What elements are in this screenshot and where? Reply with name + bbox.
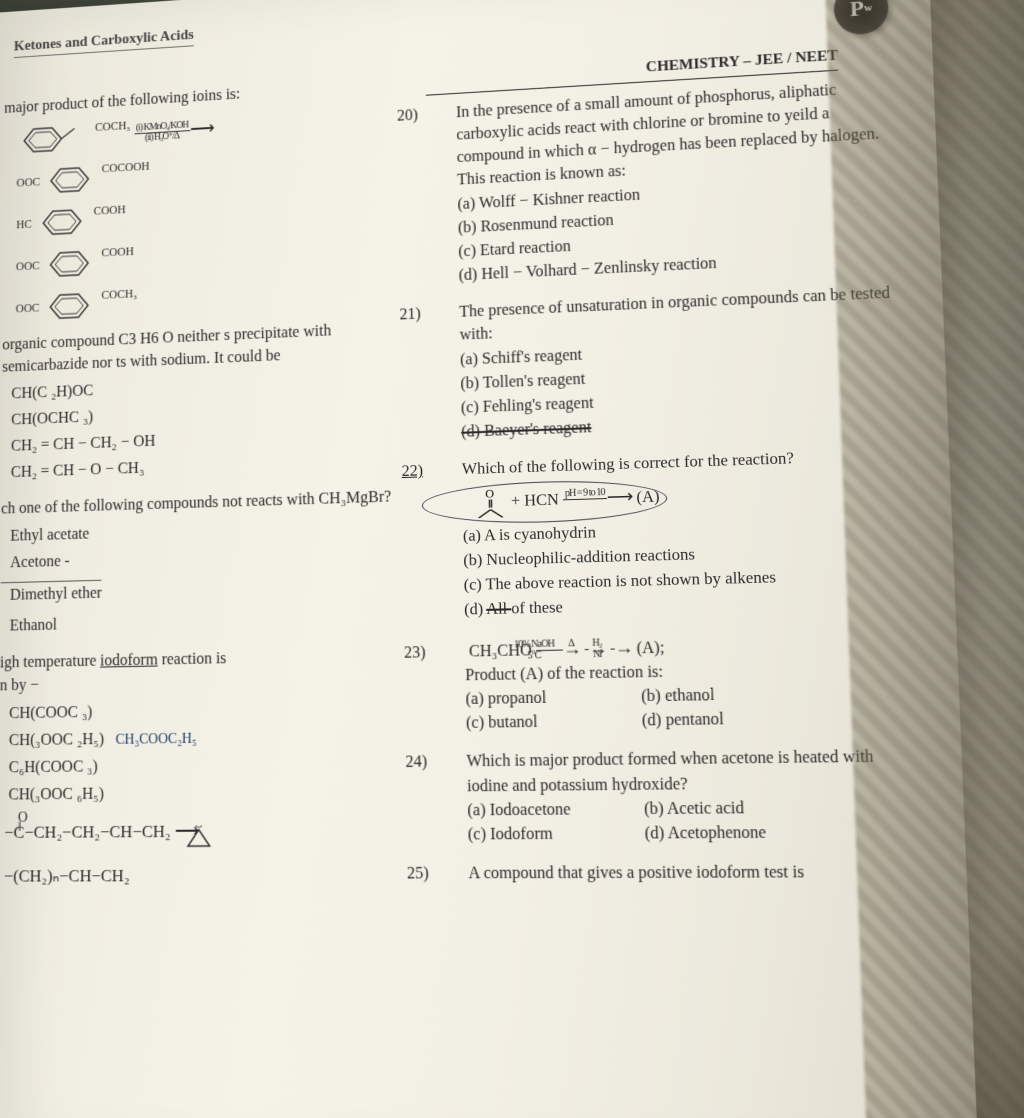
option: (b) Acetic acid: [644, 795, 804, 821]
question-20: 20)In the presence of a small amount of …: [426, 75, 898, 288]
question-25: 25)A compound that gives a positive iodo…: [437, 860, 922, 886]
option: Ethanol: [0, 606, 404, 638]
arrow-icon: (i) KMnO₄/KOH(ii) H₃O⁺/Δ⟶: [134, 118, 214, 142]
handwritten-annotation: CH₃COOC₂H₅: [116, 731, 197, 747]
svg-text:O: O: [195, 826, 203, 831]
benzene-icon: [35, 204, 89, 241]
content-columns: major product of the following ioins is:…: [0, 42, 923, 901]
option: CH(COOC ₃): [0, 695, 405, 725]
q-grignard: ch one of the following compounds not re…: [0, 485, 404, 638]
question-24: 24)Which is major product formed when ac…: [436, 745, 921, 848]
option: (d) Acetophenone: [644, 820, 805, 846]
option: (b) ethanol: [641, 682, 801, 709]
option: (a) Iodoacetone: [467, 797, 623, 823]
reaction-scheme: O + HCN pH = 9 to 10 ⟶ (A): [432, 474, 908, 520]
option: (c) butanol: [466, 709, 621, 735]
left-column: major product of the following ioins is:…: [0, 73, 407, 901]
structure-fragment: O ‖ −C−CH₂−CH₂−CH−CH₂ ⟶ O −(CH₂)ₙ−CH−CH₂: [0, 818, 407, 889]
q-iodoform-left: igh temperature iodoform reaction isn by…: [0, 644, 406, 808]
option: (a) propanol: [465, 685, 620, 712]
benzene-icon: [44, 161, 98, 198]
benzene-icon: [43, 245, 98, 282]
option: C₆H(COOC ₃): [0, 752, 406, 780]
question-22: 22)Which of the following is correct for…: [432, 443, 913, 623]
option: (d) pentanol: [642, 706, 802, 733]
question-21: 21)The presence of unsaturation in organ…: [429, 281, 905, 445]
option: (c) Iodoform: [468, 822, 624, 847]
option: CH(₃OOC ₂H₅) CH₃COOC₂H₅: [0, 723, 405, 752]
arrow-icon: H₂Ni→: [610, 636, 632, 657]
arrow-icon: pH = 9 to 10 ⟶: [563, 486, 633, 509]
option: CH(₃OOC ₆H₅): [0, 780, 406, 807]
benzene-icon: [43, 288, 98, 325]
acetone-icon: O: [472, 487, 507, 519]
q-c3h6o: organic compound C3 H6 O neither s preci…: [1, 317, 401, 485]
chapter-title: Ketones and Carboxylic Acids: [14, 27, 194, 58]
question-23: 23) CH₃CHO 10% NaOH5°C→ Δ → H₂Ni→ (A); P…: [434, 627, 917, 735]
page: Ketones and Carboxylic Acids Pw major pr…: [0, 0, 979, 1118]
epoxide-icon: O: [184, 826, 214, 851]
option: Dimethyl ether: [0, 580, 102, 607]
benzene-icon: [17, 120, 92, 158]
svg-text:O: O: [485, 487, 494, 501]
